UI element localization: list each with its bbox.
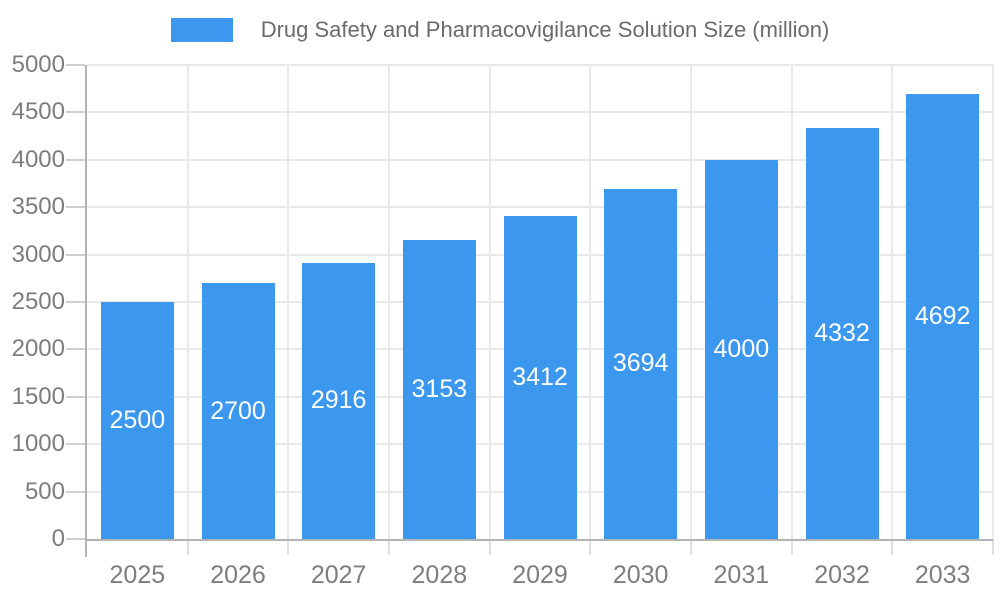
x-axis-tick [388,539,390,555]
y-axis-label: 0 [51,525,65,552]
x-axis-label: 2027 [310,561,367,589]
legend-swatch[interactable] [170,18,233,42]
y-axis-tick [66,206,85,209]
y-axis-tick [66,253,85,256]
y-gridline [87,158,993,161]
bar[interactable]: 2700 [201,283,275,539]
y-axis-tick [66,158,85,161]
x-axis-line [87,539,993,541]
x-axis-tick [992,539,994,555]
x-gridline [388,65,390,539]
x-axis-label: 2030 [612,561,669,589]
y-axis-tick [66,538,85,540]
bar-value-label: 2916 [310,386,367,415]
bar[interactable]: 2500 [100,302,174,539]
bar-value-label: 3694 [612,349,669,378]
x-axis-label: 2031 [713,561,770,589]
bar[interactable]: 3694 [604,188,678,539]
x-axis-tick [488,539,491,555]
y-axis-tick [66,111,85,114]
x-axis-tick [589,539,592,555]
x-gridline [589,65,592,539]
x-axis-label: 2029 [512,561,568,589]
y-axis-tick [66,301,85,303]
x-gridline [287,65,290,539]
x-gridline [891,65,894,539]
y-axis-tick [66,64,85,66]
x-axis-tick [690,539,692,555]
x-axis-tick [186,539,189,555]
bar[interactable]: 4332 [805,128,879,539]
bar-value-label: 4332 [814,319,870,348]
bar-value-label: 2500 [109,406,166,434]
y-axis-label: 4500 [11,98,65,126]
y-axis-label: 3500 [11,193,65,221]
bar-value-label: 2700 [210,396,266,425]
x-gridline [488,65,491,539]
y-gridline [87,111,993,114]
y-axis-label: 3000 [11,240,65,268]
bar-value-label: 4692 [914,302,971,331]
plot-area: 0 500 1000 1500 2000 2500 3000 3500 4000 4500 5000… [12,53,994,588]
x-gridline [186,65,189,539]
x-axis-label: 2028 [411,561,468,589]
bar-value-label: 3153 [411,375,468,404]
bar[interactable]: 3412 [503,215,577,539]
y-axis-label: 1000 [11,430,65,458]
x-axis-label: 2033 [914,561,971,589]
bar[interactable]: 3153 [402,240,476,539]
x-axis-label: 2026 [210,561,266,589]
y-axis-line [85,65,87,557]
y-axis-tick [66,395,85,398]
bar[interactable]: 4692 [906,94,980,539]
x-gridline [992,65,994,539]
legend-label[interactable]: Drug Safety and Pharmacovigilance Soluti… [260,17,830,42]
y-axis-tick [66,348,85,351]
y-axis-label: 1500 [11,382,65,410]
bar-value-label: 4000 [713,334,770,363]
y-axis-label: 500 [24,477,65,505]
bar[interactable]: 4000 [704,159,778,539]
bar[interactable]: 2916 [302,262,376,539]
y-axis-label: 5000 [11,51,65,78]
y-axis-label: 4000 [11,145,65,173]
x-axis-label: 2025 [109,561,166,589]
y-gridline [87,206,993,209]
y-axis-tick [66,443,85,446]
y-gridline [87,64,993,66]
bar-value-label: 3412 [512,362,568,391]
x-axis-tick [790,539,793,555]
x-axis-label: 2032 [814,561,870,589]
x-axis-tick [287,539,290,555]
legend[interactable]: Drug Safety and Pharmacovigilance Soluti… [0,17,1000,43]
x-axis-tick [891,539,894,555]
y-axis-label: 2000 [11,335,65,363]
x-gridline [690,65,692,539]
x-gridline [790,65,793,539]
y-axis-tick [66,490,85,493]
y-axis-label: 2500 [11,288,65,315]
